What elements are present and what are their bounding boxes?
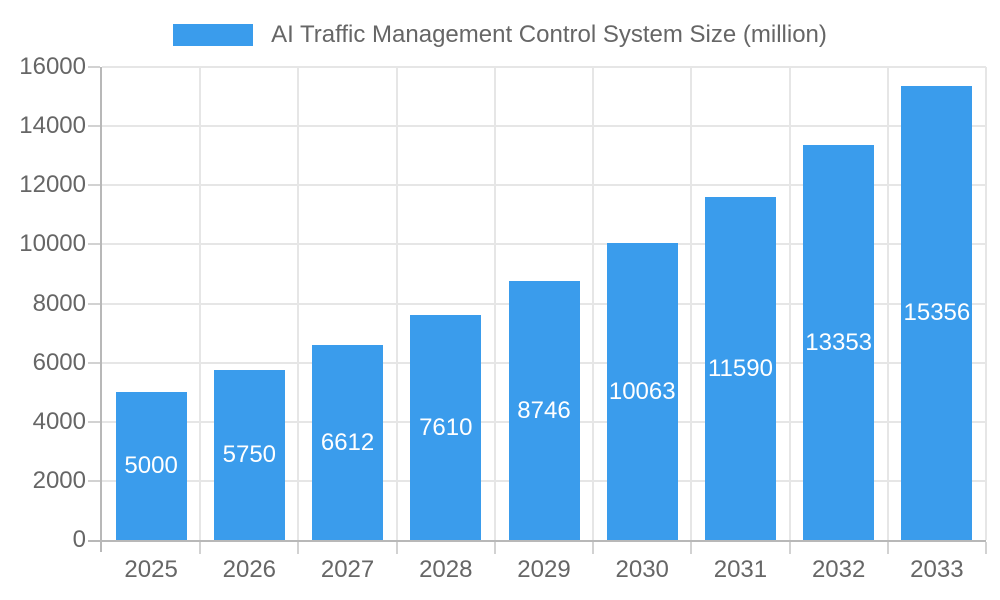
x-tick-label: 2032 xyxy=(811,556,866,583)
y-tick-label: 4000 xyxy=(32,407,86,435)
bar-value-label: 11590 xyxy=(707,354,773,382)
x-axis-tick xyxy=(886,542,889,554)
x-axis-tick xyxy=(788,542,791,554)
x-axis-tick xyxy=(690,542,693,554)
gridline-vertical xyxy=(690,67,693,540)
x-tick-label: 2026 xyxy=(222,556,277,583)
y-axis-tick xyxy=(88,243,100,246)
gridline-vertical xyxy=(788,67,791,540)
gridline-vertical xyxy=(886,67,889,540)
chart-legend: AI Traffic Management Control System Siz… xyxy=(0,21,1000,49)
y-axis-tick xyxy=(88,361,100,364)
x-tick-label: 2030 xyxy=(615,556,669,583)
gridline-horizontal xyxy=(102,125,986,128)
y-tick-label: 0 xyxy=(72,526,86,553)
x-tick-label: 2025 xyxy=(124,556,178,583)
x-tick-label: 2033 xyxy=(910,556,964,583)
gridline-horizontal xyxy=(102,243,986,246)
y-axis-line xyxy=(100,67,102,552)
y-tick-label: 16000 xyxy=(19,53,86,80)
bar-value-label: 15356 xyxy=(903,299,971,326)
gridline-vertical xyxy=(395,67,398,540)
bar-2030[interactable]: 10063 xyxy=(606,243,678,540)
y-tick-label: 12000 xyxy=(19,171,86,199)
x-axis-labels: 2025 2026 2027 2028 2029 2030 2031 2032 2033 xyxy=(102,556,986,586)
bar-2033[interactable]: 15356 xyxy=(901,86,973,540)
bar-value-label: 7610 xyxy=(419,413,473,441)
gridline-horizontal xyxy=(102,184,986,187)
gridline-vertical xyxy=(985,67,987,540)
x-axis-tick xyxy=(985,542,987,554)
x-axis-tick xyxy=(297,542,300,554)
x-tick-label: 2028 xyxy=(419,556,473,583)
bar-value-label: 13353 xyxy=(805,328,873,356)
bar-value-label: 5000 xyxy=(124,452,178,479)
y-axis-tick xyxy=(88,420,100,423)
y-axis-tick xyxy=(88,66,100,68)
bar-2032[interactable]: 13353 xyxy=(803,145,875,540)
y-tick-label: 14000 xyxy=(19,112,86,140)
y-tick-label: 6000 xyxy=(32,348,86,376)
gridline-vertical xyxy=(592,67,595,540)
bar-2029[interactable]: 8746 xyxy=(508,281,580,540)
bar-2028[interactable]: 7610 xyxy=(410,315,482,540)
bar-2031[interactable]: 11590 xyxy=(704,197,776,540)
y-tick-label: 8000 xyxy=(32,289,86,317)
x-axis-tick xyxy=(493,542,496,554)
bar-value-label: 10063 xyxy=(608,377,676,405)
y-axis-tick xyxy=(88,184,100,187)
x-tick-label: 2027 xyxy=(320,556,375,583)
x-axis-tick xyxy=(592,542,595,554)
x-axis-tick xyxy=(395,542,398,554)
legend-swatch-icon xyxy=(173,24,254,46)
y-tick-label: 2000 xyxy=(32,466,86,494)
bar-2025[interactable]: 5000 xyxy=(115,392,187,540)
gridline-vertical xyxy=(493,67,496,540)
x-axis-line xyxy=(88,540,986,542)
gridline-horizontal xyxy=(102,66,986,68)
gridline-vertical xyxy=(199,67,202,540)
gridline-vertical xyxy=(297,67,300,540)
bar-value-label: 6612 xyxy=(320,428,375,456)
y-axis-tick xyxy=(88,302,100,305)
y-axis-tick xyxy=(88,479,100,482)
bar-value-label: 5750 xyxy=(222,441,277,468)
bar-value-label: 8746 xyxy=(517,396,571,424)
bar-2026[interactable]: 5750 xyxy=(213,370,285,540)
plot-area: 5000 5750 6612 7610 8746 10063 11590 13353 15356 xyxy=(88,66,987,554)
y-tick-label: 10000 xyxy=(19,230,86,258)
legend-label: AI Traffic Management Control System Siz… xyxy=(271,21,827,48)
legend-item[interactable]: AI Traffic Management Control System Siz… xyxy=(173,21,827,49)
x-tick-label: 2029 xyxy=(517,556,571,583)
y-axis-labels: 0 2000 4000 6000 8000 10000 12000 14000 16000 xyxy=(0,55,86,552)
bar-2027[interactable]: 6612 xyxy=(312,345,384,540)
y-axis-tick xyxy=(88,125,100,128)
x-axis-tick xyxy=(199,542,202,554)
x-tick-label: 2031 xyxy=(713,556,768,583)
